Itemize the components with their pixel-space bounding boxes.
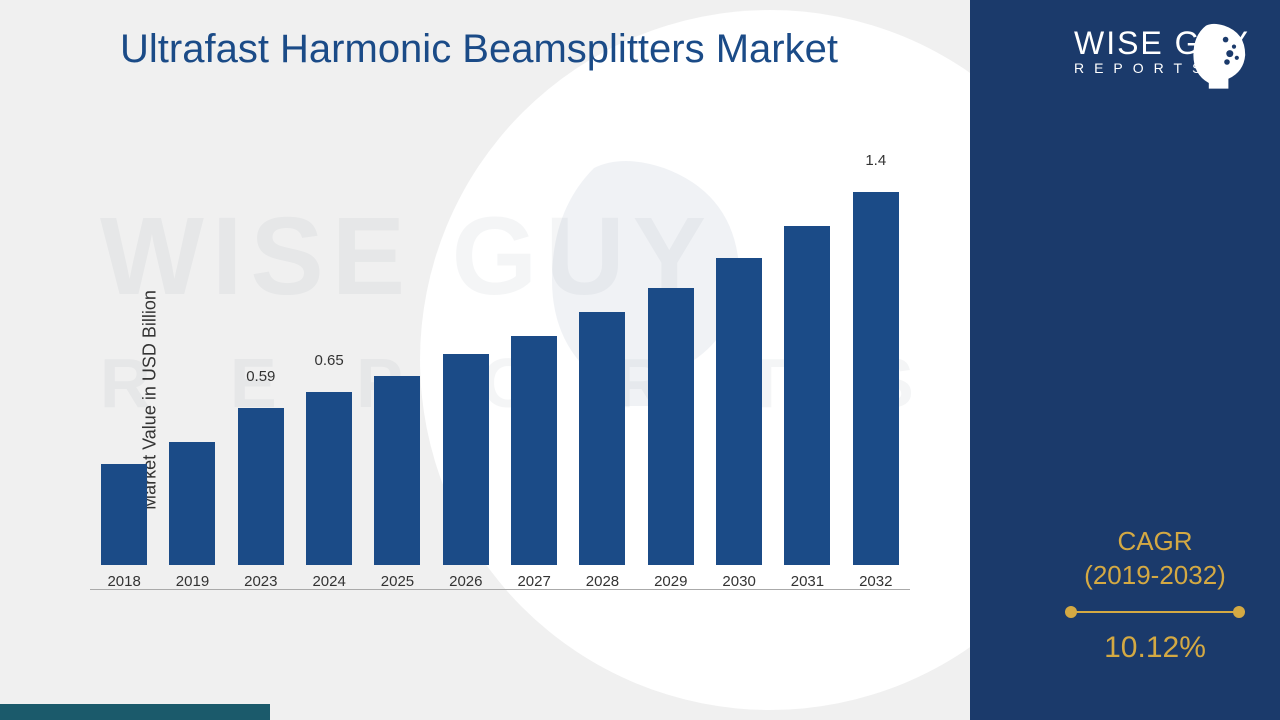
bar-year-label: 2019 bbox=[176, 573, 209, 590]
bar-value-label: 0.59 bbox=[246, 368, 275, 385]
bar bbox=[784, 226, 830, 565]
logo-head-icon bbox=[1185, 20, 1255, 90]
bar-value-label: 0.65 bbox=[315, 352, 344, 369]
bar bbox=[648, 288, 694, 565]
bar-year-label: 2028 bbox=[586, 573, 619, 590]
bar bbox=[101, 464, 147, 565]
cagr-label-line1: CAGR bbox=[1117, 526, 1192, 556]
bar-chart: Market Value in USD Billion 2018 2019 0.… bbox=[50, 170, 920, 630]
bar-year-label: 2030 bbox=[722, 573, 755, 590]
bar-year-label: 2032 bbox=[859, 573, 892, 590]
bar-group: 0.59 2023 bbox=[230, 408, 292, 590]
bar-year-label: 2031 bbox=[791, 573, 824, 590]
brand-logo: WISE GUY REPORTS bbox=[1074, 25, 1250, 76]
bar-group: 2029 bbox=[640, 288, 702, 590]
cagr-divider-line bbox=[1070, 611, 1240, 613]
bar-group: 2030 bbox=[708, 258, 770, 590]
bar-value-label: 1.4 bbox=[865, 152, 886, 169]
bar-year-label: 2029 bbox=[654, 573, 687, 590]
bar-group: 1.4 2032 bbox=[845, 192, 907, 590]
bar bbox=[443, 354, 489, 565]
bar-group: 2027 bbox=[503, 336, 565, 590]
bar-group: 2025 bbox=[366, 376, 428, 590]
bar-group: 2028 bbox=[571, 312, 633, 590]
bar bbox=[374, 376, 420, 565]
bars-area: 2018 2019 0.59 2023 0.65 2024 2025 2026 … bbox=[90, 190, 910, 590]
bar-year-label: 2023 bbox=[244, 573, 277, 590]
cagr-label: CAGR (2019-2032) bbox=[1070, 525, 1240, 593]
bar bbox=[169, 442, 215, 565]
cagr-value: 10.12% bbox=[1070, 631, 1240, 665]
bar bbox=[511, 336, 557, 565]
chart-title: Ultrafast Harmonic Beamsplitters Market bbox=[120, 25, 840, 73]
bottom-accent-bar bbox=[0, 704, 270, 720]
bar bbox=[579, 312, 625, 565]
bar-year-label: 2027 bbox=[517, 573, 550, 590]
bar-year-label: 2024 bbox=[312, 573, 345, 590]
bar-year-label: 2018 bbox=[107, 573, 140, 590]
bar-group: 2026 bbox=[435, 354, 497, 590]
bar bbox=[306, 392, 352, 565]
bar-year-label: 2025 bbox=[381, 573, 414, 590]
main-chart-area: WISE GUY R E P O R T S Ultrafast Harmoni… bbox=[0, 0, 970, 720]
bar-group: 2031 bbox=[776, 226, 838, 590]
cagr-block: CAGR (2019-2032) 10.12% bbox=[1070, 525, 1240, 665]
bar-group: 0.65 2024 bbox=[298, 392, 360, 590]
right-panel: WISE GUY REPORTS CAGR (2019-2032) 10.12% bbox=[970, 0, 1280, 720]
bar bbox=[238, 408, 284, 565]
bar bbox=[716, 258, 762, 565]
bar-group: 2018 bbox=[93, 464, 155, 590]
bar bbox=[853, 192, 899, 565]
bar-year-label: 2026 bbox=[449, 573, 482, 590]
bar-group: 2019 bbox=[161, 442, 223, 590]
cagr-label-line2: (2019-2032) bbox=[1084, 560, 1226, 590]
